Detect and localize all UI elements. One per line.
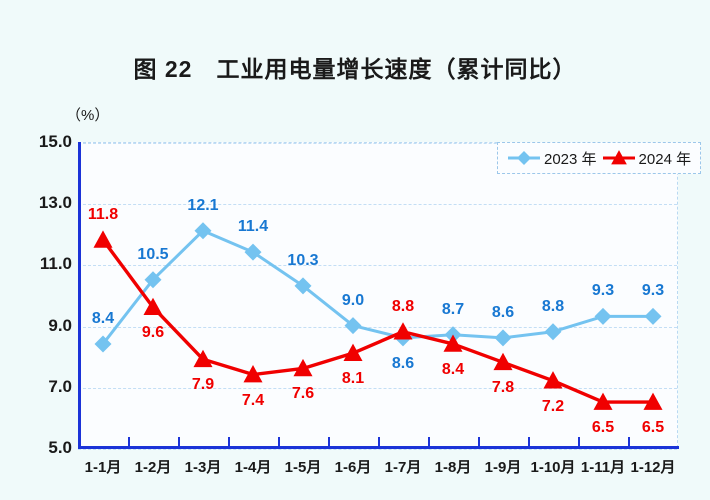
y-axis-line [78, 142, 81, 449]
x-axis-tick-mark [428, 437, 430, 446]
x-axis-tick-mark [328, 437, 330, 446]
y-axis-tick-label: 7.0 [48, 376, 72, 396]
legend-item[interactable]: 2024 年 [602, 148, 692, 169]
x-axis-tick-mark [528, 437, 530, 446]
x-axis-tick-label: 1-5月 [284, 459, 322, 476]
y-axis-tick-label: 11.0 [39, 254, 72, 274]
data-point-label: 11.8 [87, 205, 119, 223]
x-axis-tick-mark [128, 437, 130, 446]
data-point-label: 9.3 [591, 282, 615, 300]
page-title: 图 22 工业用电量增长速度（累计同比） [133, 56, 577, 82]
data-point-label: 8.6 [491, 303, 515, 321]
data-point-label: 9.0 [341, 291, 365, 309]
data-point-label: 7.9 [191, 376, 215, 394]
x-axis-tick-mark [578, 437, 580, 446]
data-point-label: 8.4 [91, 309, 115, 327]
x-axis-tick-label: 1-7月 [384, 459, 422, 476]
data-point-label: 10.5 [137, 245, 169, 263]
data-point-label: 6.5 [591, 419, 615, 437]
gridline [78, 204, 677, 206]
y-axis-tick-label: 15.0 [38, 132, 72, 151]
gridline [78, 326, 677, 328]
x-axis-tick-label: 1-10月 [530, 459, 576, 476]
legend-item-label: 2023 年 [544, 150, 597, 168]
x-axis-tick-mark [628, 437, 630, 446]
x-axis-tick-mark [278, 437, 280, 446]
data-point-label: 8.8 [541, 297, 565, 315]
y-axis-tick-labels: 15.0 13.0 11.0 9.0 7.0 5.0 [0, 0, 72, 500]
data-point-label: 12.1 [187, 196, 219, 214]
legend-item-label: 2024 年 [638, 150, 692, 168]
data-point-label: 10.3 [287, 251, 319, 269]
data-point-label: 7.4 [241, 391, 265, 409]
y-axis-unit-label: （%） [66, 107, 110, 124]
x-axis-tick-label: 1-9月 [484, 459, 522, 476]
legend-item[interactable]: 2023 年 [507, 148, 597, 169]
x-axis-tick-label: 1-6月 [334, 459, 372, 476]
y-axis-tick-label: 5.0 [48, 438, 72, 457]
x-axis-tick-label: 1-12月 [630, 459, 676, 476]
gridline [78, 449, 677, 450]
x-axis-line [78, 446, 679, 449]
data-point-label: 8.8 [391, 297, 415, 315]
data-point-label: 9.6 [141, 324, 165, 342]
plot-area [78, 142, 678, 450]
x-axis-tick-mark [178, 437, 180, 446]
data-point-label: 8.1 [341, 370, 365, 388]
diamond-marker-icon [508, 151, 540, 165]
data-point-label: 7.8 [491, 379, 515, 397]
gridline [78, 265, 677, 267]
x-axis-tick-mark [378, 437, 380, 446]
data-point-label: 7.2 [541, 397, 565, 415]
data-point-label: 6.5 [641, 419, 665, 437]
data-point-label: 7.6 [291, 385, 315, 403]
chart-legend[interactable]: 2023 年 2024 年 [497, 142, 702, 174]
gridline [78, 387, 677, 389]
y-axis-tick-label: 13.0 [38, 193, 72, 213]
gridline [78, 143, 677, 144]
x-axis-tick-label: 1-3月 [184, 459, 222, 476]
triangle-marker-icon [602, 150, 635, 165]
data-point-label: 8.7 [441, 300, 465, 318]
y-axis-tick-label: 9.0 [48, 315, 72, 335]
x-axis-tick-label: 1-2月 [134, 459, 172, 476]
data-point-label: 8.4 [441, 360, 465, 378]
x-axis-tick-label: 1-8月 [434, 459, 472, 476]
data-point-label: 8.6 [391, 354, 415, 372]
x-axis-tick-label: 1-11月 [580, 459, 626, 476]
x-axis-tick-mark [228, 437, 230, 446]
x-axis-tick-mark [478, 437, 480, 446]
x-axis-tick-label: 1-1月 [84, 459, 122, 476]
data-point-label: 11.4 [237, 218, 269, 236]
x-axis-tick-label: 1-4月 [234, 459, 272, 476]
data-point-label: 9.3 [641, 282, 665, 300]
